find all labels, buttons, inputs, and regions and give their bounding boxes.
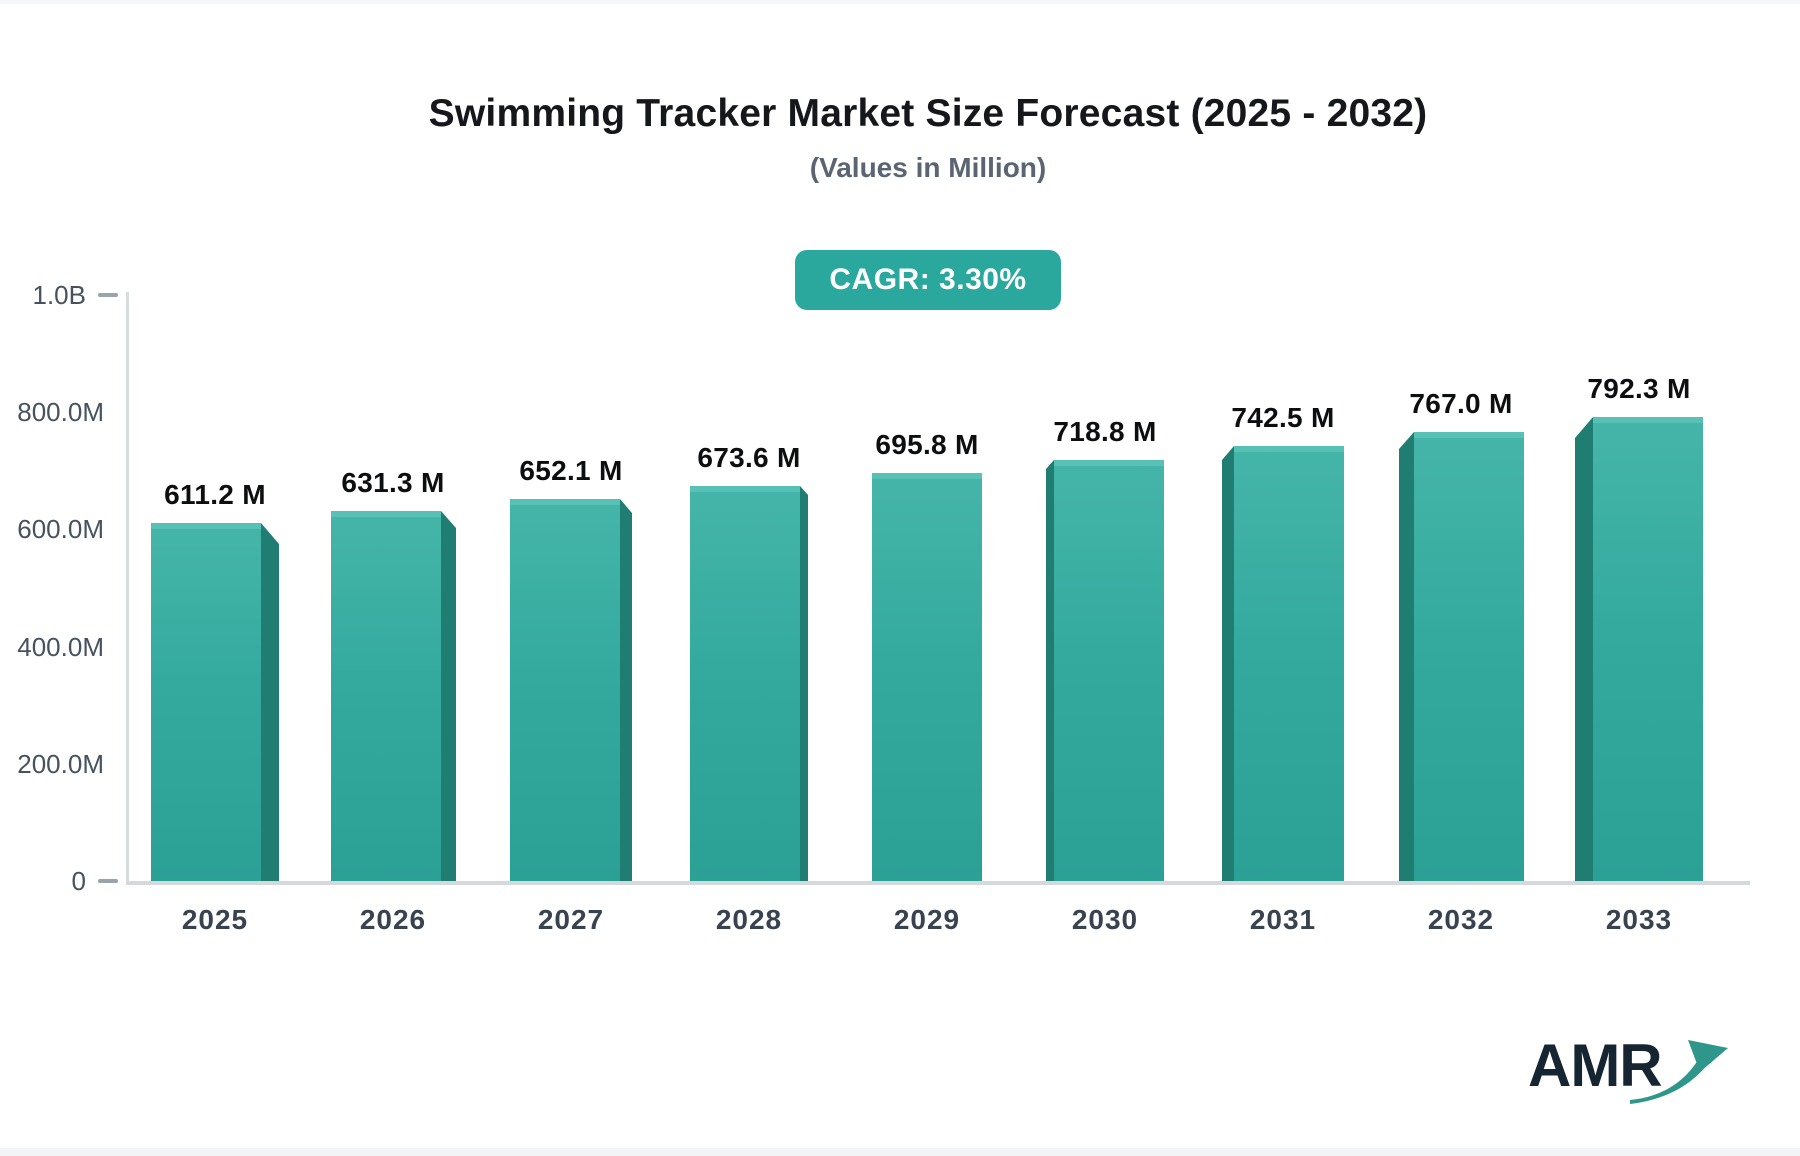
bar-side-panel [261, 523, 279, 881]
x-axis-line [126, 881, 1750, 885]
bar-face [690, 486, 800, 881]
bar-value-label: 742.5 M [1231, 402, 1335, 433]
bar-face [1234, 446, 1344, 881]
bar-value-label: 611.2 M [164, 479, 266, 510]
bar-2028 [690, 486, 808, 881]
bar-top-highlight [151, 523, 261, 529]
cagr-badge: CAGR: 3.30% [795, 250, 1061, 310]
y-axis-tick-mark [98, 879, 118, 883]
bar-value-label: 792.3 M [1587, 373, 1691, 404]
bar-2033 [1575, 417, 1703, 881]
bar-top-highlight [872, 473, 982, 479]
x-axis-label: 2033 [1605, 904, 1673, 935]
bar-face [1414, 432, 1524, 881]
bar-value-label: 631.3 M [341, 467, 445, 498]
bar-side-panel [1222, 446, 1234, 881]
bar-value-label: 673.6 M [697, 442, 801, 473]
bar-top-highlight [510, 499, 620, 505]
y-axis-tick-mark [98, 293, 118, 297]
bar-value-label: 718.8 M [1053, 416, 1157, 447]
page-top-border [0, 0, 1800, 4]
x-axis-label: 2026 [359, 904, 427, 935]
page-bottom-border [0, 1148, 1800, 1156]
x-axis-label: 2027 [537, 904, 605, 935]
bar-face [872, 473, 982, 881]
bar-side-panel [1399, 432, 1414, 881]
bar-top-highlight [1054, 460, 1164, 466]
amr-logo-text: AMR [1528, 1032, 1663, 1099]
bar-face [1593, 417, 1703, 881]
x-axis-label: 2032 [1427, 904, 1495, 935]
growth-arrow-icon [1630, 1040, 1728, 1104]
bar-2029 [872, 473, 982, 881]
x-axis-label: 2028 [715, 904, 783, 935]
bar-side-panel [441, 511, 456, 881]
x-axis-label: 2031 [1249, 904, 1317, 935]
bar-side-panel [620, 499, 632, 881]
bar-top-highlight [1414, 432, 1524, 438]
amr-logo: AMR [1528, 1034, 1728, 1114]
bar-side-panel [1046, 460, 1054, 881]
bar-top-highlight [690, 486, 800, 492]
y-axis-tick-label: 800.0M [17, 397, 104, 427]
bar-2025 [151, 523, 279, 881]
y-axis-tick-label: 200.0M [17, 749, 104, 779]
bar-2027 [510, 499, 632, 881]
chart-title: Swimming Tracker Market Size Forecast (2… [428, 92, 1428, 135]
y-axis-tick-label: 600.0M [17, 514, 104, 544]
bar-side-panel [800, 486, 808, 881]
bar-2026 [331, 511, 456, 881]
bar-face [331, 511, 441, 881]
y-axis-line [126, 292, 129, 884]
x-axis-label: 2029 [893, 904, 961, 935]
bar-2030 [1046, 460, 1164, 881]
bar-side-panel [1575, 417, 1593, 881]
chart-subtitle: (Values in Million) [809, 152, 1047, 183]
bar-2031 [1222, 446, 1344, 881]
y-axis-tick-label: 1.0B [32, 280, 87, 310]
x-axis-label: 2030 [1071, 904, 1139, 935]
bar-value-label: 652.1 M [519, 455, 623, 486]
bar-top-highlight [1234, 446, 1344, 452]
bar-value-label: 767.0 M [1409, 388, 1513, 419]
bar-top-highlight [1593, 417, 1703, 423]
bar-face [510, 499, 620, 881]
bar-top-highlight [331, 511, 441, 517]
bar-2032 [1399, 432, 1524, 881]
bar-value-label: 695.8 M [875, 429, 979, 460]
x-axis-label: 2025 [181, 904, 249, 935]
bar-face [1054, 460, 1164, 881]
chart-header: Swimming Tracker Market Size Forecast (2… [0, 0, 1800, 310]
bar-face [151, 523, 261, 881]
y-axis-tick-label: 0 [71, 866, 86, 896]
y-axis-tick-label: 400.0M [17, 632, 104, 662]
